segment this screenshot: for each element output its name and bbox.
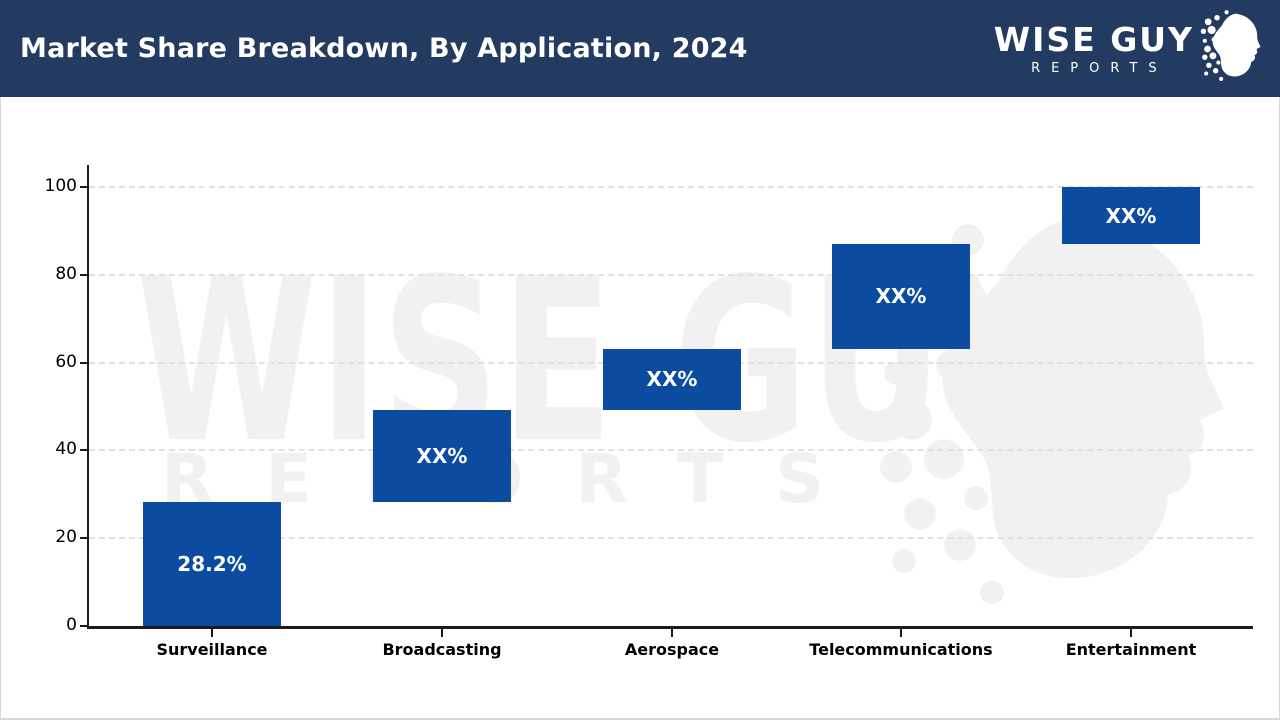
bar-surveillance: 28.2% xyxy=(143,502,281,626)
logo-wordmark: WISE GUY xyxy=(993,20,1194,60)
y-axis-tick-label: 80 xyxy=(55,263,77,284)
bar-value-label: XX% xyxy=(1105,203,1157,228)
chart-area: WISE GUY REPORTS 0 20 40 60 80 100 28.2% Survei… xyxy=(0,97,1280,720)
wise-guy-reports-logo: WISE GUY REPORTS xyxy=(994,6,1266,92)
logo-subtitle: REPORTS xyxy=(1031,60,1168,76)
gridline-100 xyxy=(89,186,1253,188)
y-axis-tick xyxy=(80,449,89,452)
x-axis-category-label: Aerospace xyxy=(624,640,720,659)
bar-telecommunications: XX% xyxy=(832,244,970,349)
y-axis-tick xyxy=(80,186,89,188)
gridline-80 xyxy=(89,273,1253,276)
bar-value-label: XX% xyxy=(646,367,698,392)
y-axis-tick-label: 20 xyxy=(55,527,77,548)
bar-aerospace: XX% xyxy=(603,348,741,410)
x-axis-line xyxy=(87,626,1253,629)
bar-broadcasting: XX% xyxy=(373,409,511,503)
x-axis-tick xyxy=(900,629,902,637)
y-axis-line xyxy=(87,165,89,628)
y-axis-tick xyxy=(80,273,89,276)
y-axis-tick xyxy=(80,361,89,364)
x-axis-category-label: Telecommunications xyxy=(809,640,993,659)
bar-value-label: XX% xyxy=(416,443,468,468)
y-axis-tick-label: 40 xyxy=(55,439,77,460)
y-axis-tick-label: 60 xyxy=(55,351,77,372)
bar-value-label: 28.2% xyxy=(177,552,247,577)
y-axis-tick xyxy=(80,625,89,627)
gridline-40 xyxy=(89,449,1253,452)
y-axis-tick xyxy=(80,537,89,540)
x-axis-tick xyxy=(671,629,673,637)
bar-entertainment: XX% xyxy=(1062,187,1200,245)
x-axis-category-label: Entertainment xyxy=(1065,640,1197,659)
x-axis-category-label: Surveillance xyxy=(156,640,268,659)
header-bar: Market Share Breakdown, By Application, … xyxy=(0,0,1280,97)
logo-head-icon xyxy=(1200,10,1261,81)
x-axis-tick xyxy=(211,629,213,637)
page-title: Market Share Breakdown, By Application, … xyxy=(20,33,748,64)
bar-value-label: XX% xyxy=(875,284,927,309)
x-axis-tick xyxy=(1130,629,1132,637)
gridline-20 xyxy=(89,537,1253,540)
x-axis-category-label: Broadcasting xyxy=(382,640,502,659)
plot-region: 0 20 40 60 80 100 28.2% Surveillance XX% Broadcas… xyxy=(1,97,1280,720)
x-axis-tick xyxy=(441,629,443,637)
y-axis-tick-label: 100 xyxy=(44,176,77,196)
y-axis-tick-label: 0 xyxy=(66,615,77,635)
